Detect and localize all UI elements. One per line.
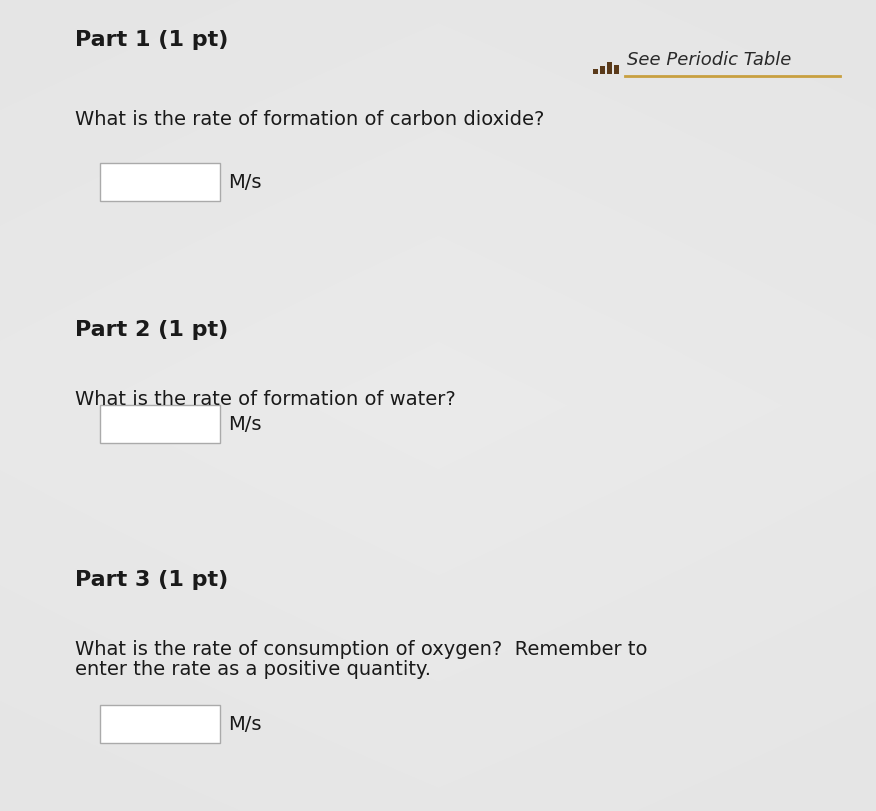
Text: M/s: M/s — [228, 415, 262, 434]
Text: Part 2 (1 pt): Part 2 (1 pt) — [75, 320, 229, 340]
Text: Part 3 (1 pt): Part 3 (1 pt) — [75, 569, 229, 590]
Bar — [600, 67, 605, 75]
Text: M/s: M/s — [228, 714, 262, 734]
Text: See Periodic Table: See Periodic Table — [627, 51, 791, 69]
Text: Part 1 (1 pt): Part 1 (1 pt) — [75, 30, 229, 50]
Bar — [593, 70, 598, 75]
Text: What is the rate of formation of carbon dioxide?: What is the rate of formation of carbon … — [75, 109, 544, 129]
Bar — [607, 63, 612, 75]
Text: What is the rate of formation of water?: What is the rate of formation of water? — [75, 389, 456, 409]
FancyBboxPatch shape — [100, 406, 220, 444]
Text: enter the rate as a positive quantity.: enter the rate as a positive quantity. — [75, 659, 431, 678]
FancyBboxPatch shape — [100, 164, 220, 202]
Text: M/s: M/s — [228, 174, 262, 192]
FancyBboxPatch shape — [100, 705, 220, 743]
Text: What is the rate of consumption of oxygen?  Remember to: What is the rate of consumption of oxyge… — [75, 639, 647, 659]
Bar — [614, 66, 619, 75]
